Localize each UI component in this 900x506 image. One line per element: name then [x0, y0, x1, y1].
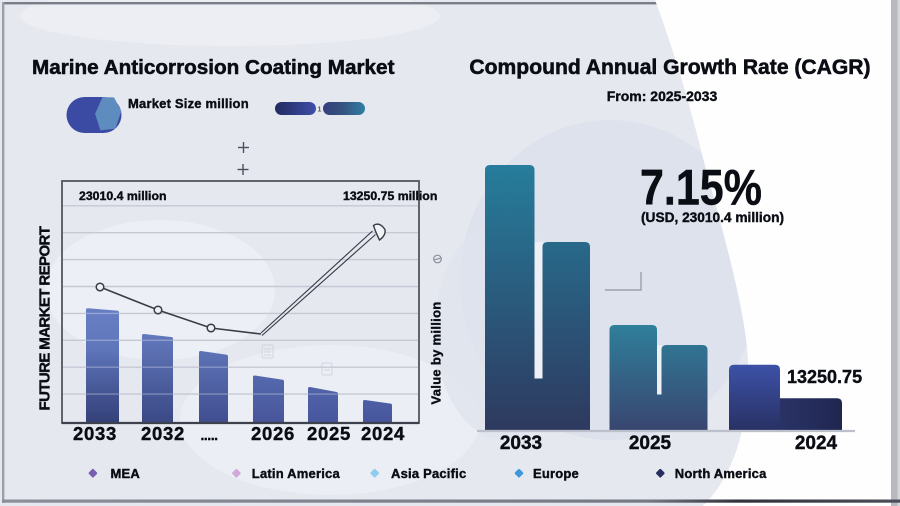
svg-text:1: 1 [318, 107, 322, 114]
